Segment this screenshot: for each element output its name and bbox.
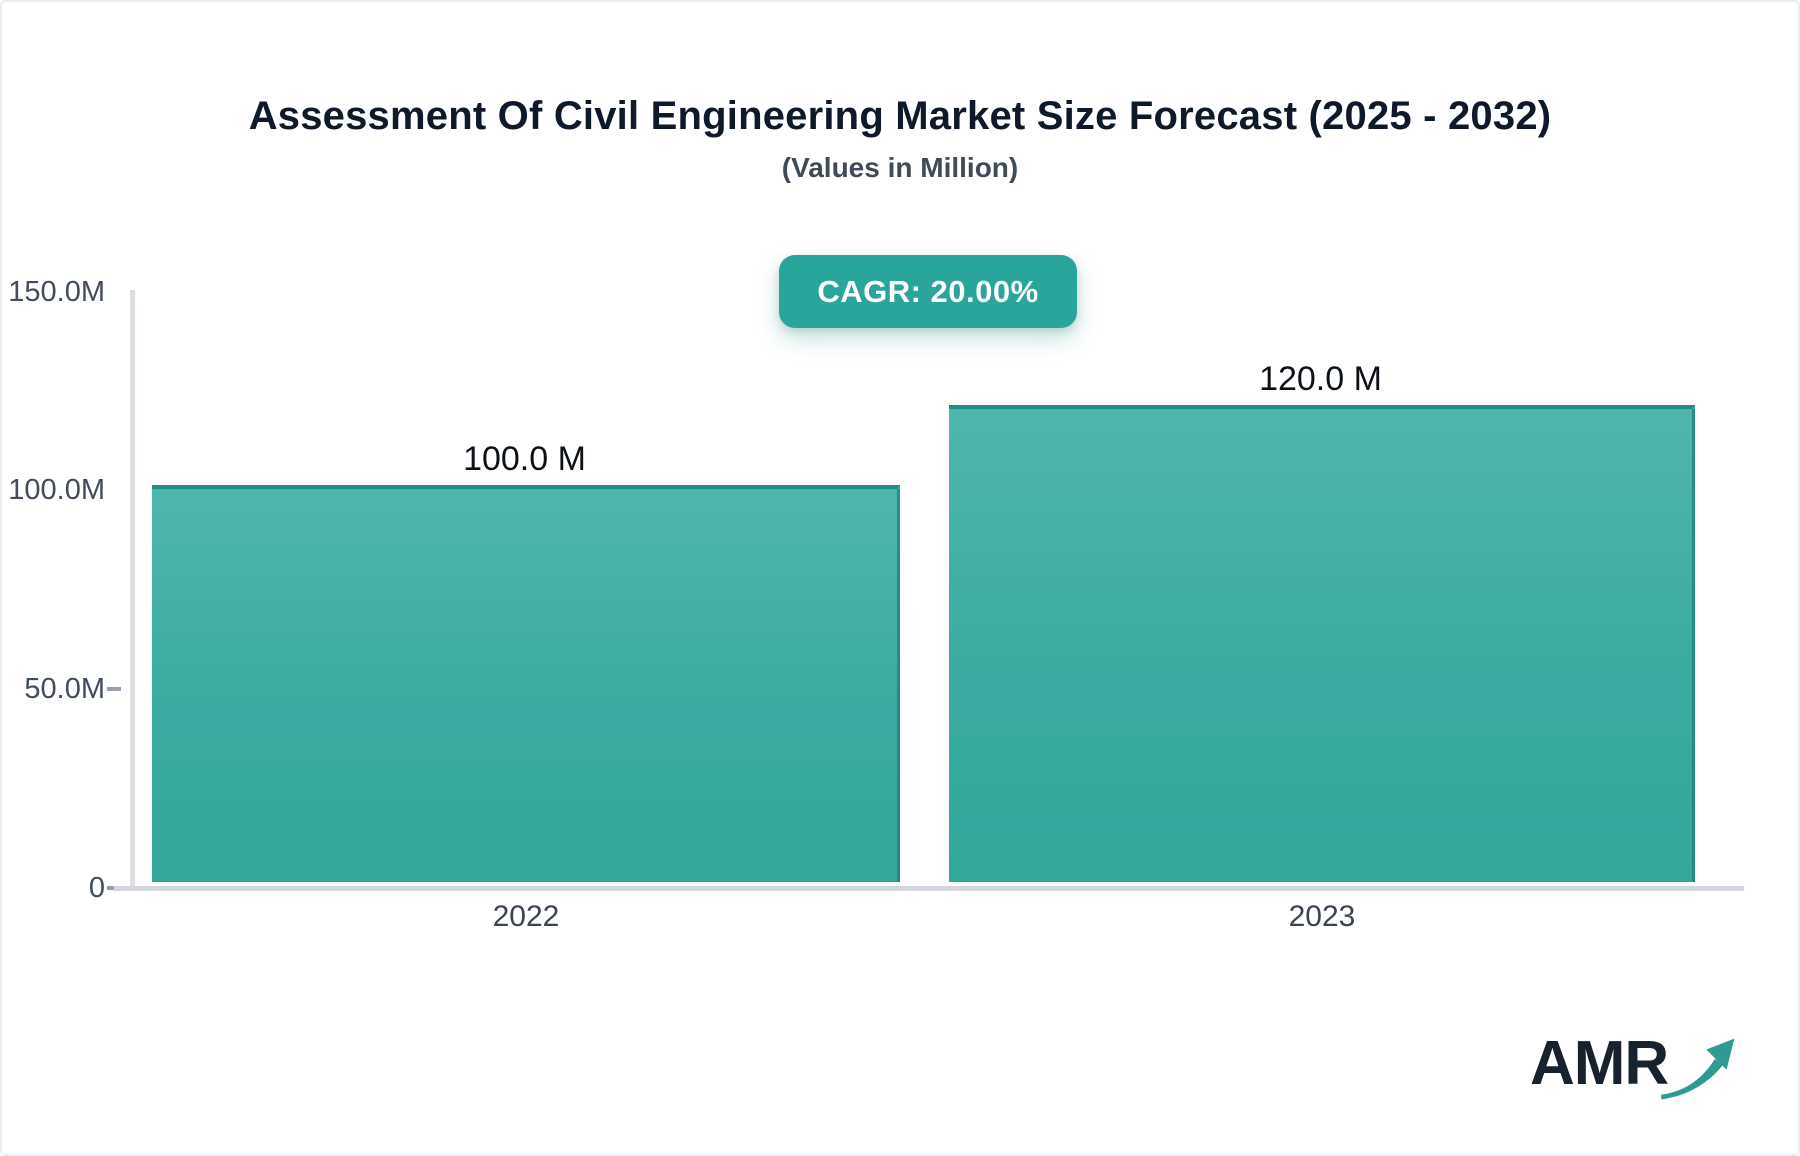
amr-logo: AMR [1530,1032,1736,1104]
bar-2023: 120.0 M [949,360,1695,882]
bar-value-2023: 120.0 M [1259,360,1382,398]
y-tick-label-0: 0 [88,872,105,904]
x-category-2023: 2023 [1288,900,1356,933]
bar-value-2022: 100.0 M [463,440,586,478]
chart-subtitle: (Values in Million) [781,152,1019,183]
bar-group-2022: 100.0 M [152,440,900,882]
y-tick-label-150: 150.0M [8,276,105,308]
x-axis-line [114,886,1744,891]
amr-logo-text: AMR [1530,1029,1669,1098]
y-axis-line [130,290,135,890]
chart-title: Assessment Of Civil Engineering Market S… [248,94,1552,138]
growth-arrow-icon [1661,1038,1735,1100]
y-tick-label-100: 100.0M [8,474,105,506]
cagr-badge: CAGR: 20.00% [779,255,1077,328]
y-tick-mark-50 [107,687,121,691]
bar-2022: 100.0 M [152,440,900,882]
bar-group-2023: 120.0 M [949,360,1695,882]
x-category-2022: 2022 [492,900,560,933]
y-tick-label-50: 50.0M [24,673,105,705]
cagr-badge-label: CAGR: 20.00% [817,273,1039,309]
